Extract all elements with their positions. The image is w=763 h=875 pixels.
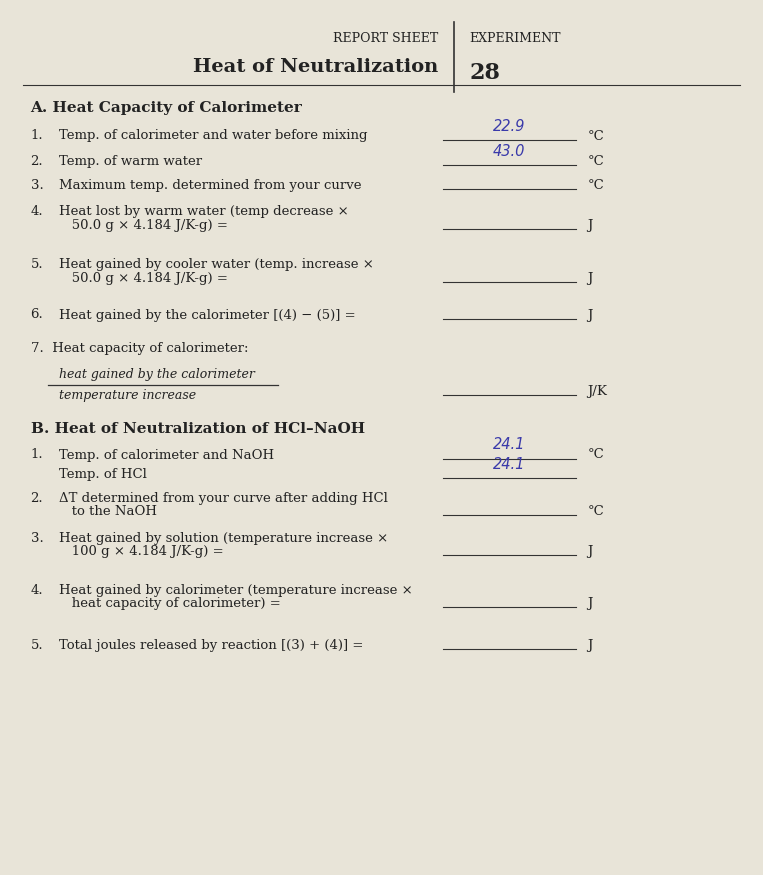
Text: Heat gained by cooler water (temp. increase ×: Heat gained by cooler water (temp. incre… [59,258,374,270]
Text: EXPERIMENT: EXPERIMENT [469,32,561,45]
Text: °C: °C [588,449,604,461]
Text: heat capacity of calorimeter) =: heat capacity of calorimeter) = [59,598,281,610]
Text: Temp. of warm water: Temp. of warm water [59,156,202,168]
Text: 28: 28 [469,61,501,84]
Text: Heat gained by solution (temperature increase ×: Heat gained by solution (temperature inc… [59,532,388,544]
Text: °C: °C [588,179,604,192]
Text: J: J [588,220,593,232]
Text: ΔT determined from your curve after adding HCl: ΔT determined from your curve after addi… [59,493,388,505]
Text: 43.0: 43.0 [493,144,526,159]
Text: 4.: 4. [31,206,43,218]
Text: temperature increase: temperature increase [59,389,196,402]
Text: B. Heat of Neutralization of HCl–NaOH: B. Heat of Neutralization of HCl–NaOH [31,422,365,436]
Text: Temp. of calorimeter and water before mixing: Temp. of calorimeter and water before mi… [59,130,367,142]
Text: A. Heat Capacity of Calorimeter: A. Heat Capacity of Calorimeter [31,101,302,115]
Text: 22.9: 22.9 [493,119,526,134]
Text: 6.: 6. [31,309,43,321]
Text: J: J [588,545,593,557]
Text: 2.: 2. [31,493,43,505]
Text: Total joules released by reaction [(3) + (4)] =: Total joules released by reaction [(3) +… [59,640,363,652]
Text: 2.: 2. [31,156,43,168]
Text: Heat lost by warm water (temp decrease ×: Heat lost by warm water (temp decrease × [59,206,349,218]
Text: Temp. of HCl: Temp. of HCl [59,468,146,480]
Text: J: J [588,309,593,321]
Text: 24.1: 24.1 [493,438,526,452]
Text: °C: °C [588,506,604,518]
Text: 5.: 5. [31,640,43,652]
Text: 1.: 1. [31,130,43,142]
Text: 4.: 4. [31,584,43,597]
Text: 3.: 3. [31,179,43,192]
Text: to the NaOH: to the NaOH [59,506,156,518]
Text: Heat gained by the calorimeter [(4) − (5)] =: Heat gained by the calorimeter [(4) − (5… [59,309,356,321]
Text: Heat of Neutralization: Heat of Neutralization [194,58,439,75]
Text: REPORT SHEET: REPORT SHEET [333,32,439,45]
Text: J: J [588,640,593,652]
Text: 5.: 5. [31,258,43,270]
Text: Maximum temp. determined from your curve: Maximum temp. determined from your curve [59,179,361,192]
Text: Temp. of calorimeter and NaOH: Temp. of calorimeter and NaOH [59,449,274,461]
Text: 50.0 g × 4.184 J/K-g) =: 50.0 g × 4.184 J/K-g) = [59,220,227,232]
Text: 7.  Heat capacity of calorimeter:: 7. Heat capacity of calorimeter: [31,342,248,354]
Text: 3.: 3. [31,532,43,544]
Text: heat gained by the calorimeter: heat gained by the calorimeter [59,368,255,381]
Text: 50.0 g × 4.184 J/K-g) =: 50.0 g × 4.184 J/K-g) = [59,272,227,284]
Text: 1.: 1. [31,449,43,461]
Text: 24.1: 24.1 [493,457,526,472]
Text: 100 g × 4.184 J/K-g) =: 100 g × 4.184 J/K-g) = [59,545,224,557]
Text: °C: °C [588,156,604,168]
Text: J: J [588,598,593,610]
Text: J/K: J/K [588,386,607,398]
Text: J: J [588,272,593,284]
Text: °C: °C [588,130,604,143]
Text: Heat gained by calorimeter (temperature increase ×: Heat gained by calorimeter (temperature … [59,584,413,597]
